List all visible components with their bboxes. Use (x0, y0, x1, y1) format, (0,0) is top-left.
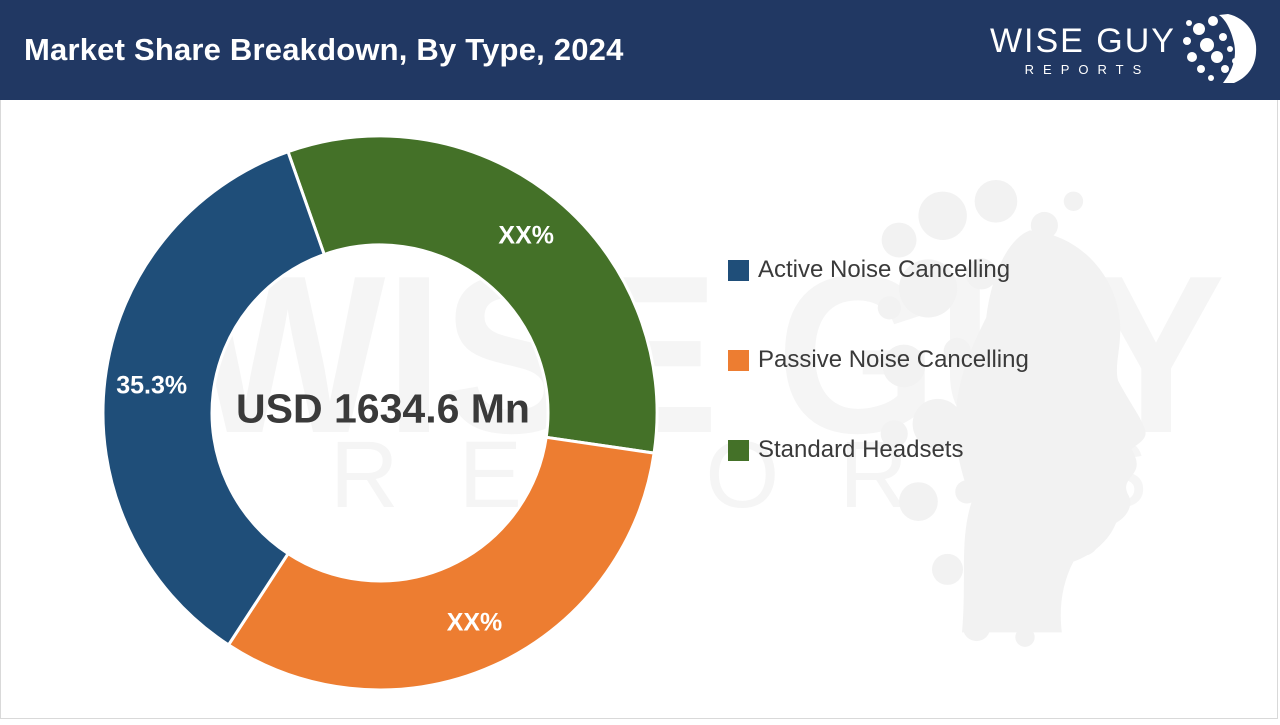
wiseguy-logo: WISE GUY REPORTS (990, 10, 1262, 91)
header-bar: Market Share Breakdown, By Type, 2024 WI… (0, 0, 1280, 100)
slice-percent-label: XX% (498, 221, 554, 249)
page-title: Market Share Breakdown, By Type, 2024 (24, 32, 624, 67)
legend-item-active-noise-cancelling[interactable]: Active Noise Cancelling (728, 256, 1029, 284)
donut-chart: XX% XX% 35.3% (0, 100, 760, 720)
legend-swatch-icon (728, 439, 749, 461)
legend-swatch-icon (728, 349, 749, 371)
slice-percent-label: 35.3% (116, 371, 187, 399)
legend-item-standard-headsets[interactable]: Standard Headsets (728, 436, 1029, 464)
logo-face-icon (1178, 10, 1262, 91)
logo-wordmark: WISE GUY (989, 22, 1176, 60)
slice-standard-headsets[interactable] (286, 134, 659, 455)
chart-center-value: USD 1634.6 Mn (236, 385, 530, 432)
watermark-face-icon (870, 140, 1180, 655)
logo-subtitle: REPORTS (1024, 62, 1151, 77)
legend-swatch-icon (728, 259, 749, 281)
legend-label: Standard Headsets (758, 436, 964, 463)
slice-percent-label: XX% (447, 609, 503, 637)
legend-item-passive-noise-cancelling[interactable]: Passive Noise Cancelling (728, 346, 1029, 374)
slice-passive-noise-cancelling[interactable] (227, 435, 656, 692)
legend-label: Active Noise Cancelling (758, 256, 1011, 283)
chart-legend: Active Noise Cancelling Passive Noise Ca… (728, 256, 1029, 464)
slice-active-noise-cancelling[interactable] (101, 150, 326, 647)
legend-label: Passive Noise Cancelling (758, 346, 1029, 373)
